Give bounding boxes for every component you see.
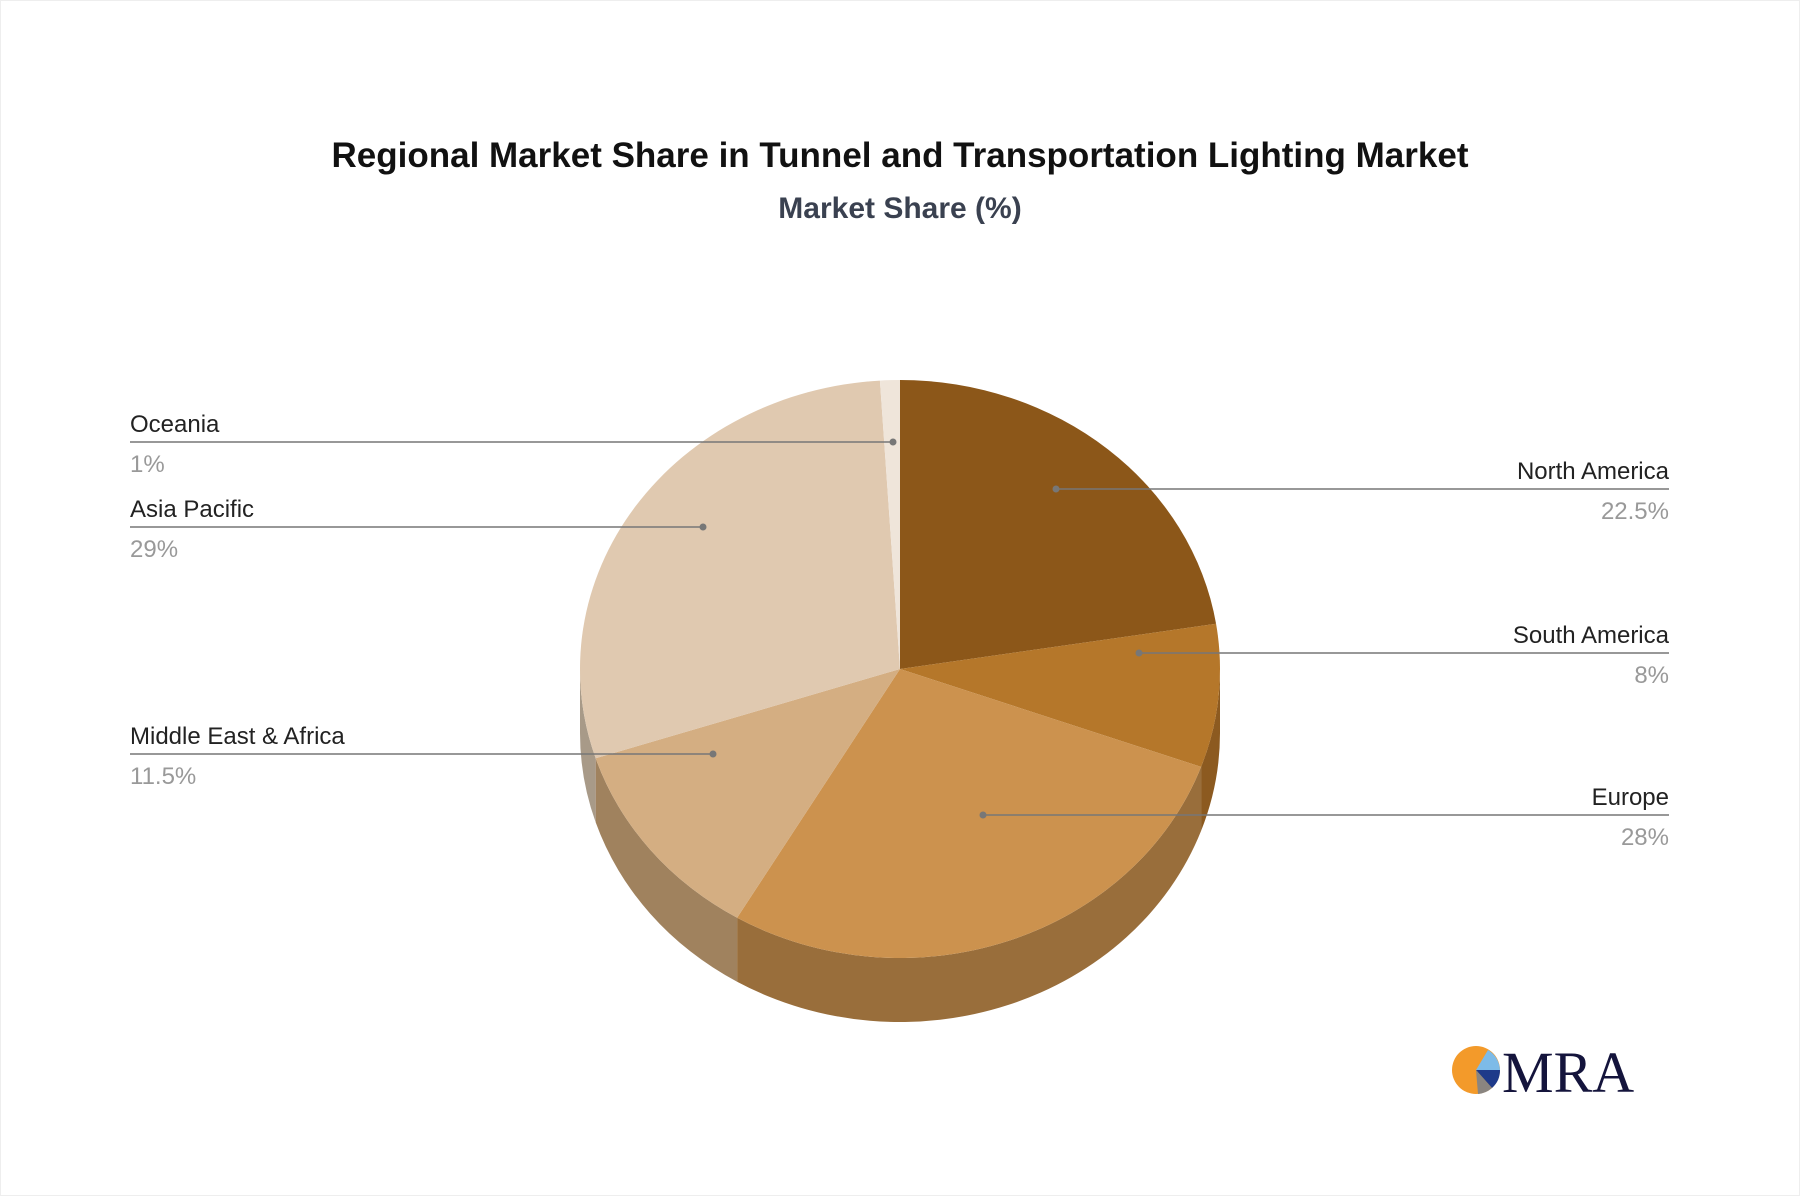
leader-dot-2 (979, 811, 987, 819)
pie-slice-4 (580, 380, 900, 759)
chart-title: Regional Market Share in Tunnel and Tran… (331, 136, 1469, 175)
chart-subtitle: Market Share (%) (778, 192, 1022, 225)
slice-value-2: 28% (1621, 824, 1669, 851)
pie-side-4 (580, 669, 596, 823)
leader-dot-4 (699, 523, 707, 531)
pie-side-2 (737, 766, 1202, 1022)
slice-value-3: 11.5% (130, 763, 196, 790)
mra-logo: MRA (1452, 1040, 1634, 1105)
pie-side-1 (1201, 669, 1220, 831)
slice-label-4: Asia Pacific (130, 496, 254, 523)
slice-label-5: Oceania (130, 411, 220, 438)
leader-dot-5 (889, 438, 897, 446)
slice-value-5: 1% (130, 451, 165, 478)
slice-label-3: Middle East & Africa (130, 723, 345, 750)
slice-label-0: North America (1517, 458, 1670, 485)
pie-slice-5 (879, 380, 900, 669)
slice-label-1: South America (1513, 622, 1670, 649)
slice-value-0: 22.5% (1601, 498, 1669, 525)
leader-dot-3 (709, 750, 717, 758)
logo-text: MRA (1502, 1040, 1634, 1105)
pie-slice-0 (900, 380, 1217, 669)
pie-side-3 (595, 758, 738, 982)
leader-dot-0 (1052, 485, 1060, 493)
slice-value-1: 8% (1634, 662, 1669, 689)
leader-dot-1 (1135, 649, 1143, 657)
slice-value-4: 29% (130, 536, 178, 563)
pie-slice-3 (595, 669, 900, 918)
pie-slice-2 (737, 669, 1202, 958)
pie-slice-1 (900, 623, 1220, 767)
slice-label-2: Europe (1592, 784, 1669, 811)
